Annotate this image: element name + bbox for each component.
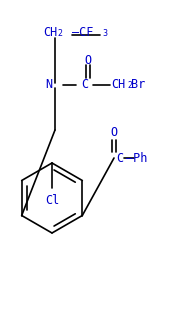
Text: —Ph: —Ph xyxy=(126,151,147,164)
Text: 3: 3 xyxy=(102,29,107,38)
Text: O: O xyxy=(110,126,118,139)
Text: Br: Br xyxy=(131,79,145,91)
Text: —CF: —CF xyxy=(72,27,93,39)
Text: C: C xyxy=(81,79,89,91)
Text: CH: CH xyxy=(43,27,57,39)
Text: 2: 2 xyxy=(57,29,62,38)
Text: C: C xyxy=(116,151,123,164)
Text: N: N xyxy=(45,79,52,91)
Text: CH: CH xyxy=(111,79,125,91)
Text: O: O xyxy=(85,54,91,66)
Text: 2: 2 xyxy=(127,81,132,90)
Text: Cl: Cl xyxy=(45,194,59,208)
